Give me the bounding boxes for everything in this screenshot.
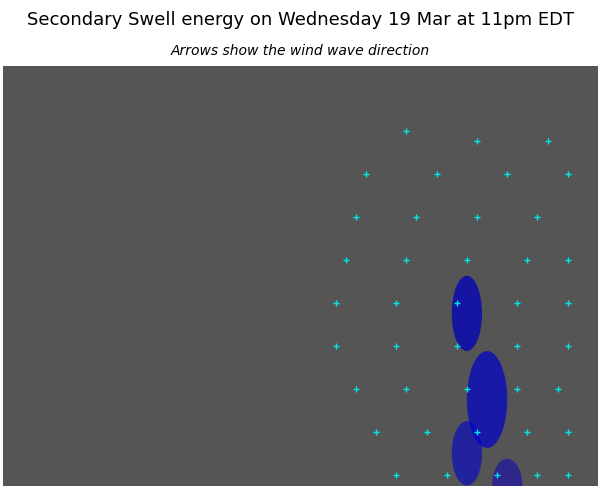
Ellipse shape <box>452 421 482 486</box>
Ellipse shape <box>452 276 482 351</box>
Ellipse shape <box>467 351 507 448</box>
Ellipse shape <box>492 459 522 488</box>
Text: Arrows show the wind wave direction: Arrows show the wind wave direction <box>171 44 430 59</box>
Text: Secondary Swell energy on Wednesday 19 Mar at 11pm EDT: Secondary Swell energy on Wednesday 19 M… <box>27 11 574 29</box>
